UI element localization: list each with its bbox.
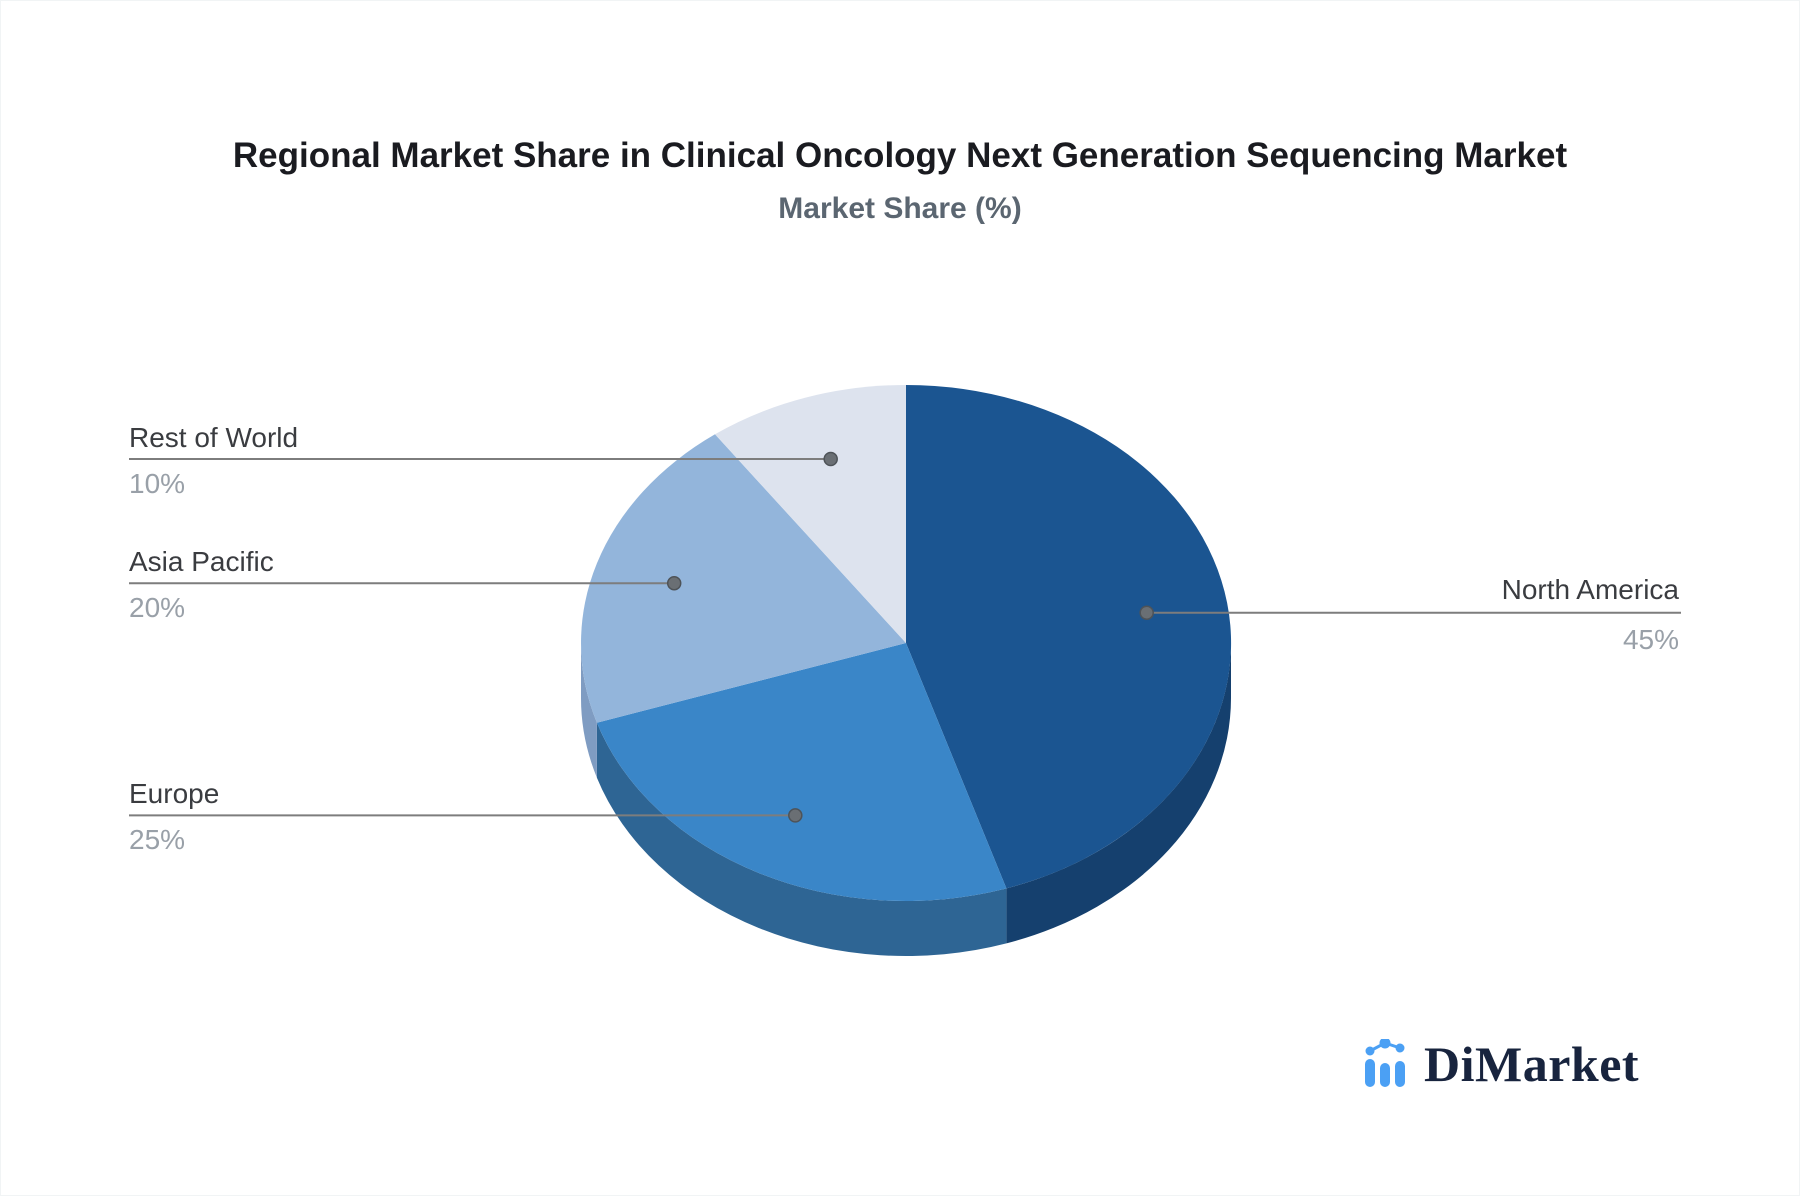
leader-dot-rest-of-world [823,451,838,467]
pie-slice-europe[interactable] [596,643,1007,902]
leader-dot-north-america [1139,605,1154,620]
slice-pct-asia-pacific: 20% [129,592,186,623]
label-asia-pacific: Asia Pacific 20% [129,547,274,623]
pie-slice-side-europe [596,722,1007,957]
pie-slice-rest-of-world[interactable] [715,385,906,643]
page-subtitle: Market Share (%) [778,192,1022,225]
label-europe: Europe 25% [129,779,219,855]
leader-dot-europe [788,808,803,823]
label-rest-of-world: Rest of World 10% [129,423,298,499]
pie-slice-north-america[interactable] [906,385,1232,889]
slice-name-europe: Europe [129,778,220,809]
pie-slice-side-north-america [1006,643,1231,944]
brand-logo-text: DiMarket [1424,1036,1640,1092]
page-title: Regional Market Share in Clinical Oncolo… [232,136,1568,175]
slice-name-rest-of-world: Rest of World [129,422,299,453]
pie-slice-asia-pacific[interactable] [581,434,906,723]
bar-chart-icon [1365,1039,1405,1087]
slice-name-asia-pacific: Asia Pacific [129,546,274,577]
leader-dot-asia-pacific [666,575,682,591]
slice-pct-north-america: 45% [1622,624,1679,655]
slice-pct-rest-of-world: 10% [129,468,186,499]
brand-logo: DiMarket [1364,1039,1639,1089]
label-north-america: North America 45% [1502,575,1679,655]
slice-pct-europe: 25% [129,824,186,855]
pie-slice-side-asia-pacific [581,643,597,778]
slice-name-north-america: North America [1501,574,1679,605]
